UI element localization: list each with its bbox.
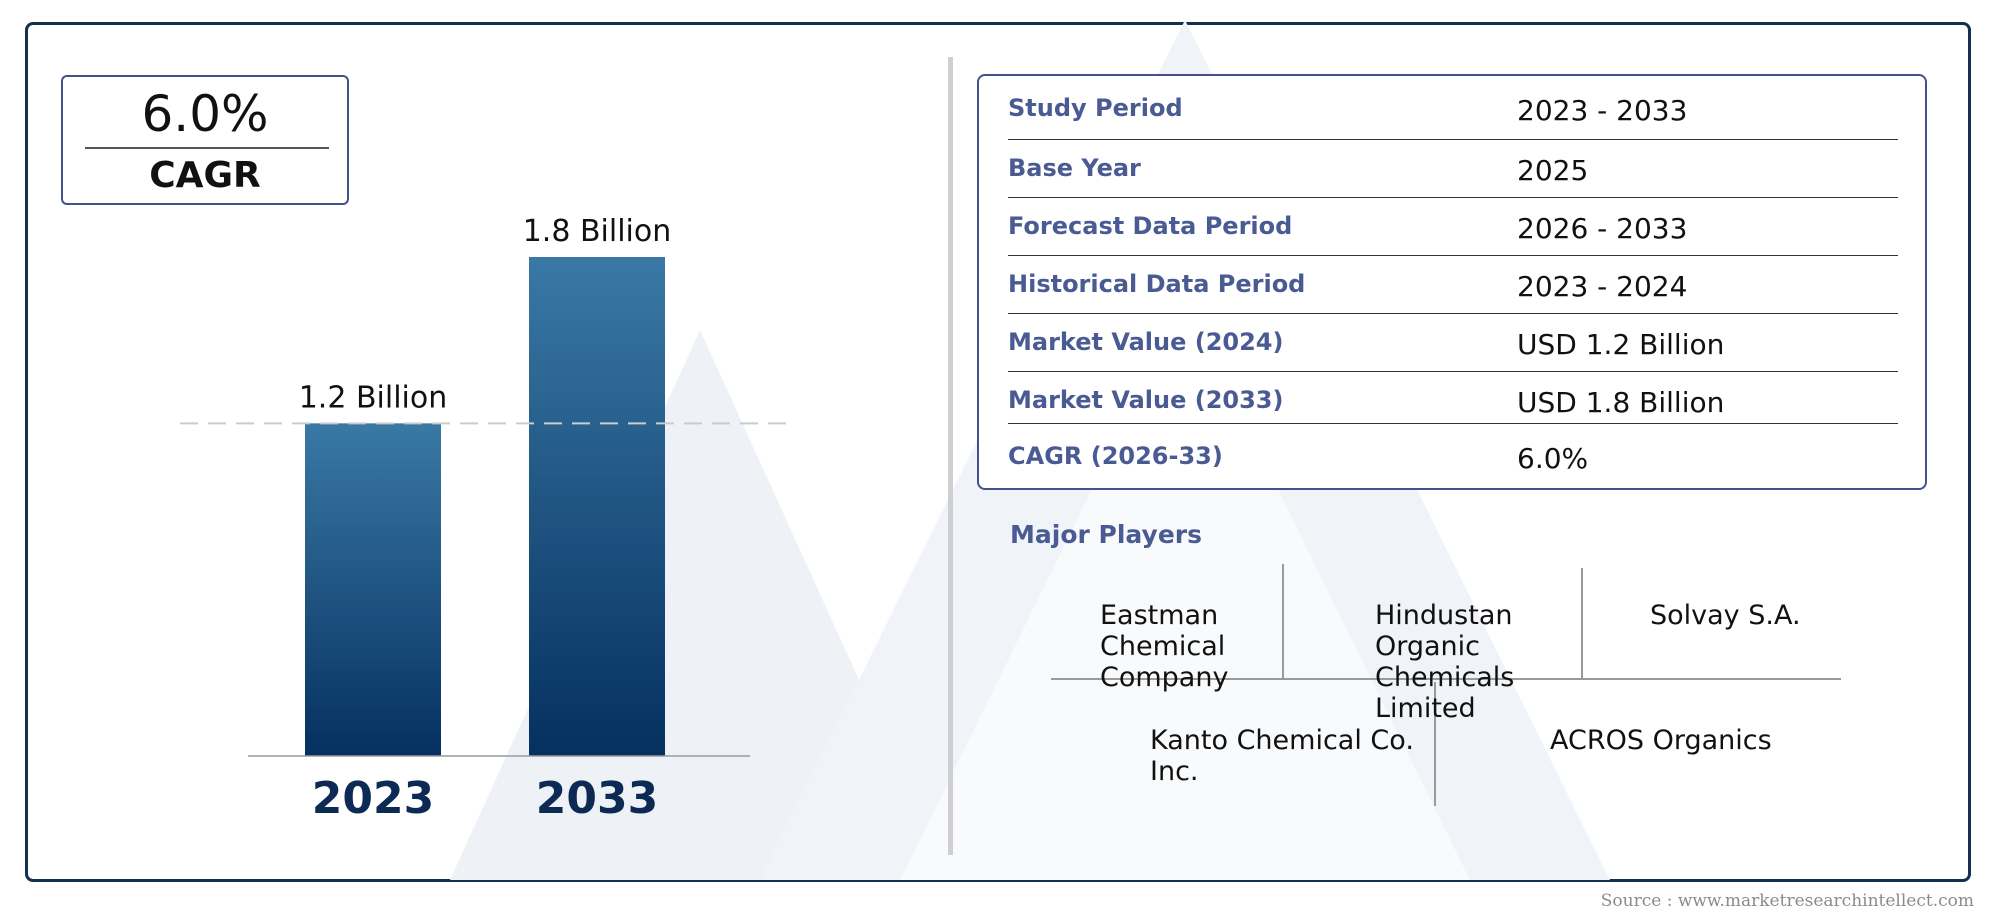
info-row: CAGR (2026-33) 6.0% [1008,442,1898,482]
players-divider-v2 [1581,568,1583,678]
info-row-separator [1008,138,1898,140]
bar-chart: 1.2 Billion 2023 1.8 Billion 2033 [180,214,790,824]
player-item: ACROS Organics [1550,725,1772,756]
player-item: Kanto Chemical Co. Inc. [1150,725,1414,787]
info-row-separator [1008,312,1898,314]
info-row-value: 2025 [1517,154,1589,187]
bar-data-label: 1.2 Billion [299,380,448,415]
player-item: Eastman Chemical Company [1100,600,1229,693]
info-row-separator [1008,422,1898,424]
info-row-separator [1008,254,1898,256]
info-row-label: Base Year [1008,154,1141,182]
info-row-label: CAGR (2026-33) [1008,442,1223,470]
market-info-table: Study Period 2023 - 2033 Base Year 2025 Fore… [977,74,1927,490]
player-item: Hindustan Organic Chemicals Limited [1375,600,1515,724]
info-row: Study Period 2023 - 2033 [1008,94,1898,140]
info-row-label: Forecast Data Period [1008,212,1293,240]
bar-data-label: 1.8 Billion [523,214,672,249]
players-divider-v3 [1434,682,1436,806]
info-row-value: 6.0% [1517,442,1589,475]
cagr-rule [85,147,329,149]
bar [529,257,665,756]
info-row-value: 2023 - 2033 [1517,94,1688,127]
source-note: Source : www.marketresearchintellect.com [1600,891,1974,911]
info-row-value: USD 1.8 Billion [1517,386,1725,419]
category-label: 2033 [536,773,658,824]
info-row-separator [1008,370,1898,372]
info-row: Historical Data Period 2023 - 2024 [1008,270,1898,314]
players-divider-v1 [1282,564,1284,678]
info-row: Market Value (2024) USD 1.2 Billion [1008,328,1898,372]
cagr-box: 6.0% CAGR [61,75,349,205]
info-row-value: 2026 - 2033 [1517,212,1688,245]
cagr-value: 6.0% [141,85,269,143]
players-divider-h [1051,678,1841,680]
info-row-label: Historical Data Period [1008,270,1306,298]
info-row: Forecast Data Period 2026 - 2033 [1008,212,1898,256]
info-row: Market Value (2033) USD 1.8 Billion [1008,386,1898,424]
info-row-value: USD 1.2 Billion [1517,328,1725,361]
info-row-label: Market Value (2024) [1008,328,1284,356]
cagr-label: CAGR [149,155,261,196]
major-players-title: Major Players [1010,520,1202,549]
category-label: 2023 [312,773,434,824]
info-row-separator [1008,196,1898,198]
bar [305,423,441,756]
column-divider [948,57,953,855]
info-row-value: 2023 - 2024 [1517,270,1688,303]
info-row-label: Market Value (2033) [1008,386,1284,414]
info-row-label: Study Period [1008,94,1183,122]
info-row: Base Year 2025 [1008,154,1898,198]
player-item: Solvay S.A. [1650,600,1801,631]
